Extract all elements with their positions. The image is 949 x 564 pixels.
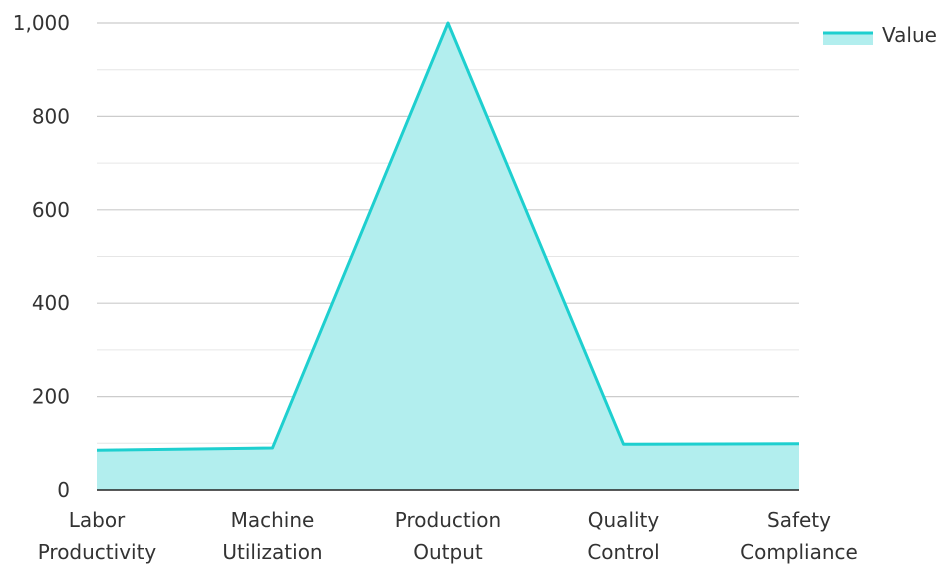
y-tick-label: 1,000 (13, 11, 70, 35)
y-tick-label: 400 (32, 291, 70, 315)
x-tick-label: Safety (767, 508, 831, 532)
legend: Value (823, 23, 937, 47)
y-tick-label: 600 (32, 198, 70, 222)
y-tick-label: 0 (57, 478, 70, 502)
y-tick-label: 200 (32, 385, 70, 409)
x-tick-label: Labor (69, 508, 126, 532)
x-tick-label: Compliance (740, 540, 858, 564)
x-tick-label: Machine (231, 508, 315, 532)
x-tick-label: Productivity (38, 540, 157, 564)
area-fill (97, 23, 799, 490)
tick-labels: 0 200 400 600 800 1,000 Labor Productivity Machi… (13, 11, 858, 564)
x-tick-label: Quality (588, 508, 660, 532)
legend-swatch-fill (823, 33, 873, 45)
x-tick-label: Output (413, 540, 483, 564)
x-tick-label: Utilization (222, 540, 322, 564)
x-tick-label: Production (395, 508, 501, 532)
series-area (96, 21, 800, 490)
x-tick-label: Control (587, 540, 659, 564)
legend-label: Value (882, 23, 937, 47)
y-tick-label: 800 (32, 104, 70, 128)
